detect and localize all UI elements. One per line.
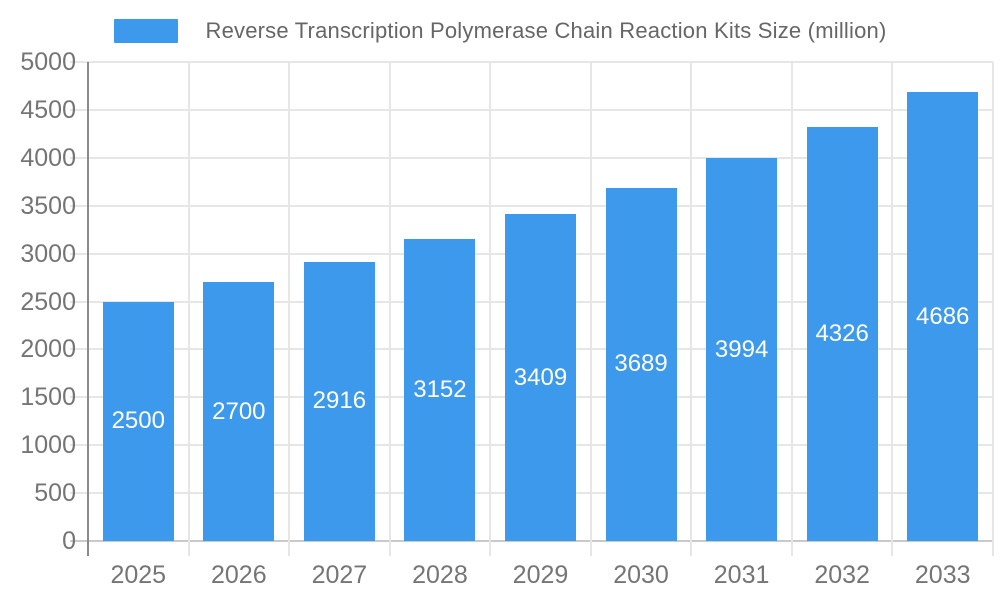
x-axis-label: 2025 <box>110 561 167 589</box>
x-axis-label: 2029 <box>512 561 569 589</box>
bar-2028[interactable] <box>404 239 476 541</box>
x-axis-label: 2027 <box>311 561 368 589</box>
legend-label: Reverse Transcription Polymerase Chain R… <box>205 18 887 43</box>
x-gridline <box>187 62 190 556</box>
x-gridline <box>388 62 391 556</box>
x-axis-label: 2033 <box>914 561 971 589</box>
x-axis-baseline <box>70 540 993 542</box>
bar-2027[interactable] <box>303 261 375 541</box>
x-gridline <box>992 62 994 556</box>
bar-2032[interactable] <box>806 126 878 541</box>
y-axis-label: 4500 <box>20 95 76 124</box>
x-axis-label: 2026 <box>211 561 267 589</box>
bar-value-label: 2500 <box>111 407 165 435</box>
bar-2029[interactable] <box>505 214 576 541</box>
legend[interactable]: Reverse Transcription Polymerase Chain R… <box>0 10 1000 52</box>
y-axis-label: 1000 <box>20 431 76 460</box>
x-axis-label: 2030 <box>613 561 669 589</box>
x-gridline <box>288 62 291 556</box>
y-axis-label: 3500 <box>20 191 76 220</box>
x-axis-label: 2028 <box>412 561 468 589</box>
bar-2033[interactable] <box>907 92 979 541</box>
bar-value-label: 4686 <box>916 302 970 330</box>
y-axis-label: 5000 <box>20 48 76 76</box>
y-gridline <box>70 108 993 111</box>
x-gridline <box>891 62 894 556</box>
y-axis-line <box>87 62 89 556</box>
y-axis-label: 2000 <box>20 335 76 364</box>
bar-value-label: 2916 <box>312 387 367 415</box>
x-gridline <box>589 62 592 556</box>
y-gridline <box>70 61 993 63</box>
bar-2030[interactable] <box>605 187 677 541</box>
x-axis-label: 2032 <box>814 561 870 589</box>
x-gridline <box>690 62 693 556</box>
y-axis-label: 2500 <box>20 287 76 316</box>
legend-swatch <box>113 19 178 43</box>
bar-value-label: 3689 <box>614 350 668 378</box>
y-gridline <box>70 204 993 207</box>
y-axis-label: 3000 <box>20 239 76 268</box>
x-axis-label: 2031 <box>713 561 770 589</box>
bar-2026[interactable] <box>203 282 275 541</box>
bar-value-label: 3152 <box>413 376 467 404</box>
x-gridline <box>489 62 492 556</box>
bar-value-label: 3994 <box>714 335 769 363</box>
bar-2025[interactable] <box>102 301 174 541</box>
bar-value-label: 2700 <box>212 397 266 425</box>
x-gridline <box>790 62 793 556</box>
y-axis-label: 500 <box>34 479 76 508</box>
y-gridline <box>70 156 993 159</box>
bar-value-label: 4326 <box>815 319 869 347</box>
bar-value-label: 3409 <box>513 363 568 391</box>
bar-2031[interactable] <box>706 158 778 541</box>
y-axis-label: 4000 <box>20 143 76 172</box>
y-axis-label: 0 <box>62 527 76 555</box>
y-axis-label: 1500 <box>20 383 76 412</box>
